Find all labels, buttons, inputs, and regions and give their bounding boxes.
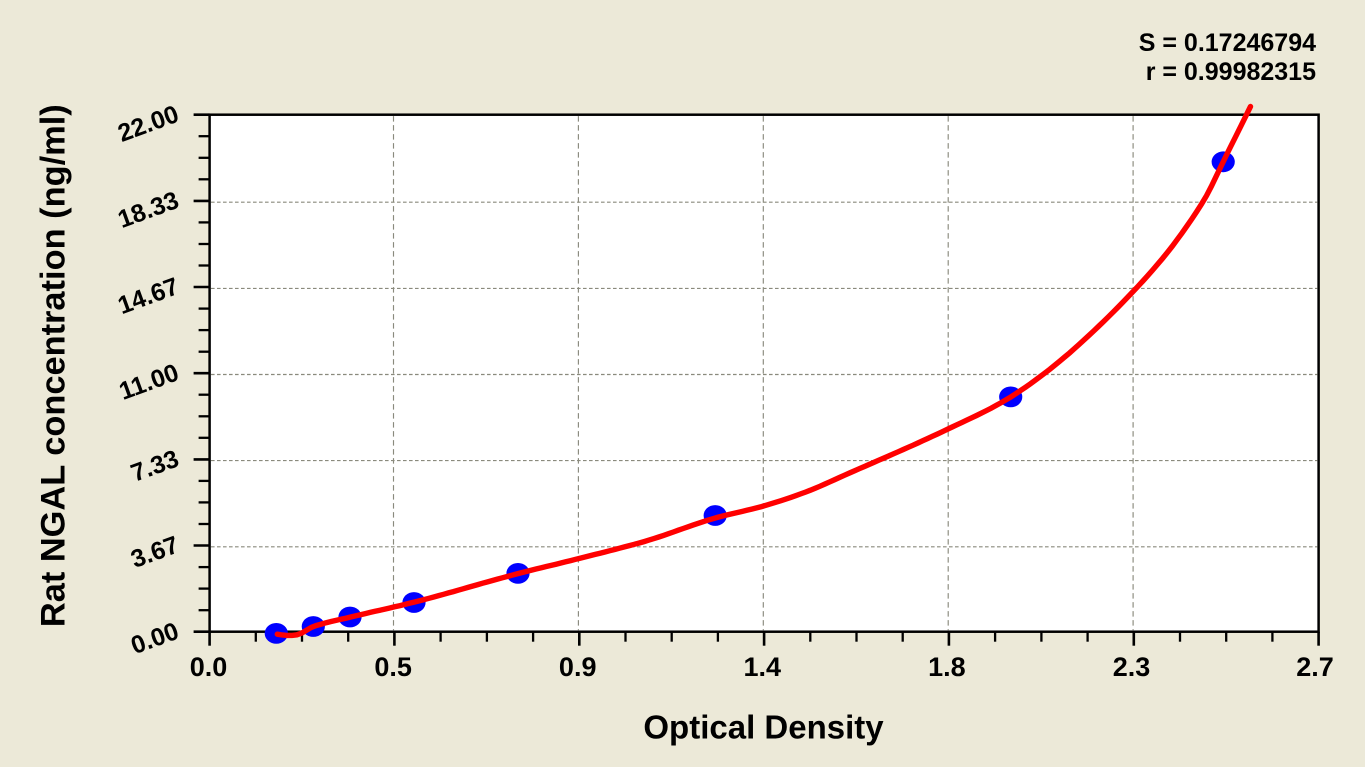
- svg-text:2.7: 2.7: [1296, 652, 1334, 682]
- svg-text:0.0: 0.0: [190, 652, 228, 682]
- svg-text:2.3: 2.3: [1113, 652, 1151, 682]
- svg-text:r = 0.99982315: r = 0.99982315: [1146, 58, 1316, 86]
- svg-text:1.8: 1.8: [928, 652, 966, 682]
- svg-text:Optical Density: Optical Density: [643, 709, 884, 746]
- svg-text:0.9: 0.9: [559, 652, 597, 682]
- svg-text:S = 0.17246794: S = 0.17246794: [1139, 29, 1316, 57]
- svg-text:1.4: 1.4: [744, 652, 782, 682]
- svg-text:Rat NGAL concentration (ng/ml): Rat NGAL concentration (ng/ml): [35, 104, 73, 627]
- svg-text:0.5: 0.5: [374, 652, 412, 682]
